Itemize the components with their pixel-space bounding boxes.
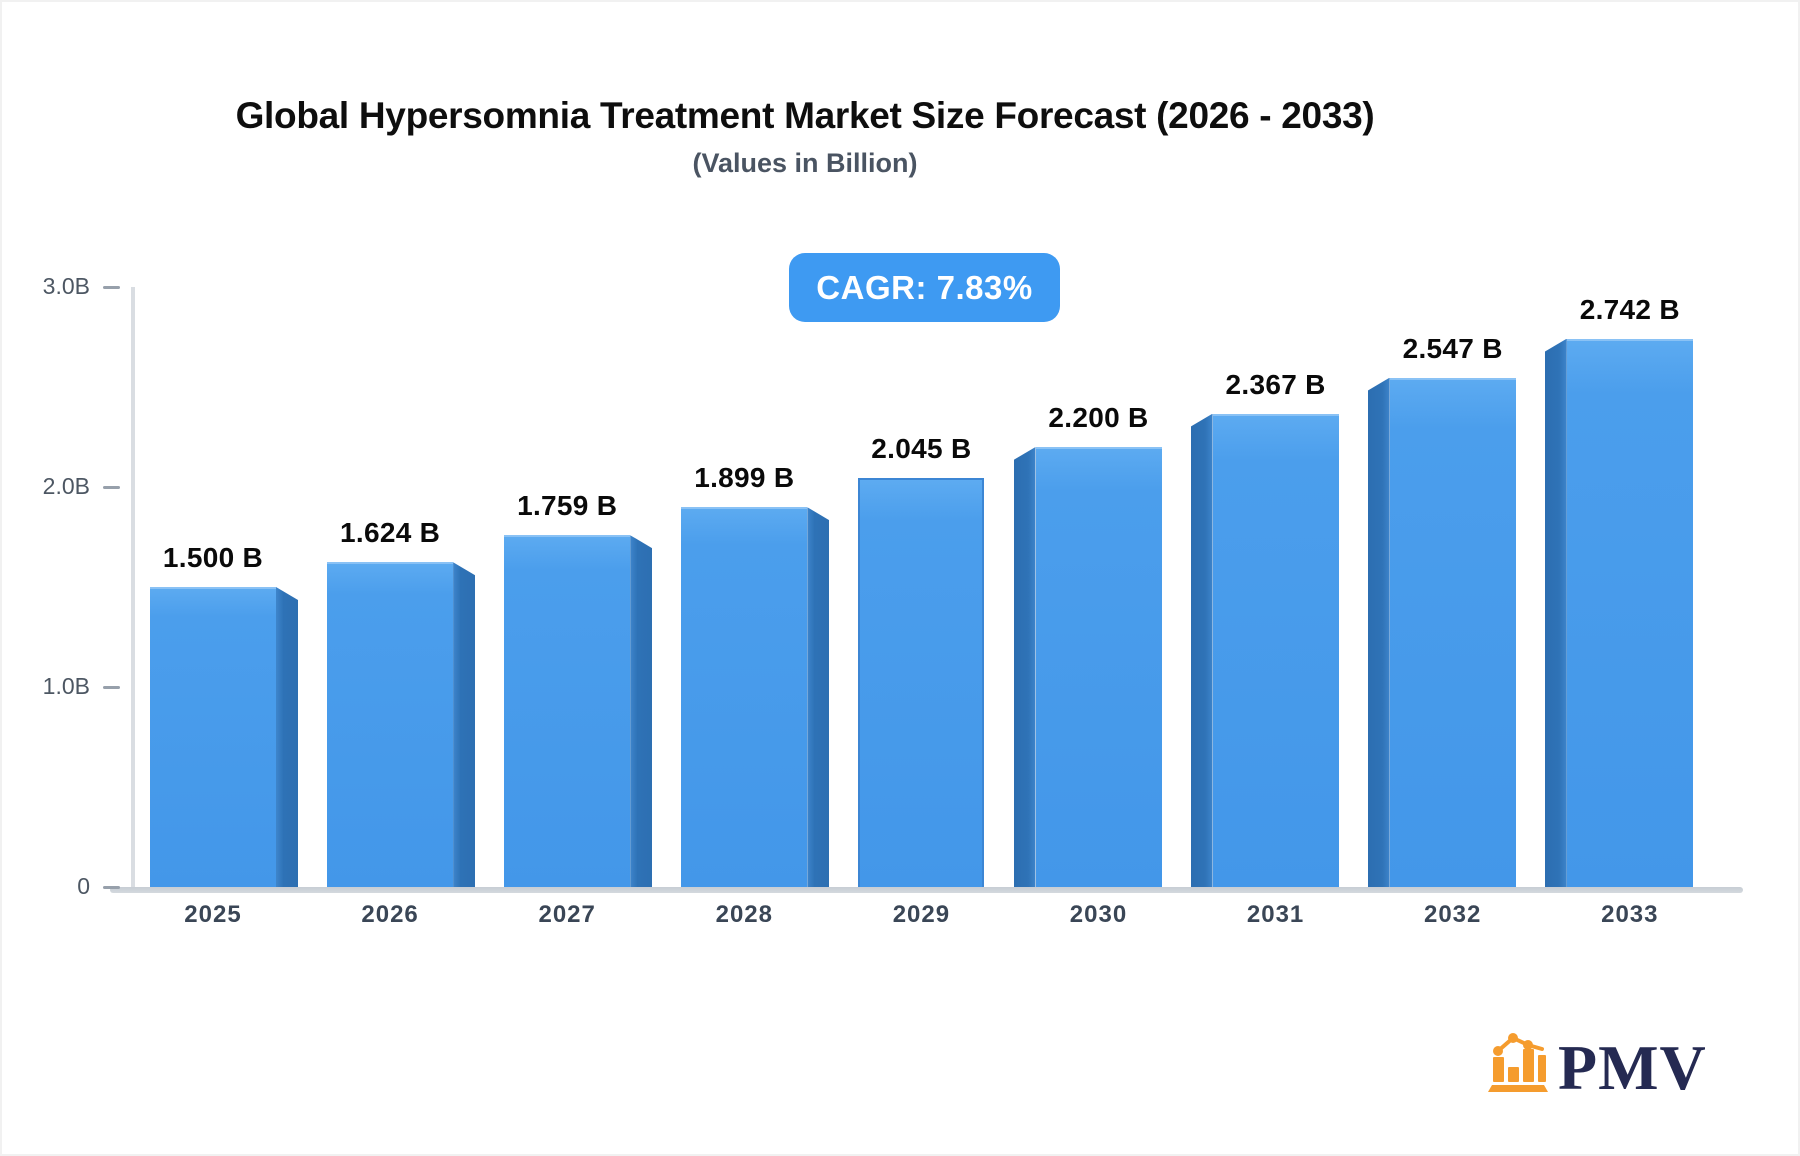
bar-year-label: 2029 [892, 901, 951, 928]
bar-2027 [504, 535, 631, 887]
bar-value-label: 2.742 B [1579, 293, 1680, 325]
bar-2026 [327, 562, 454, 887]
bar-3d-side [1190, 413, 1213, 887]
bar-2028 [681, 507, 808, 887]
y-tick-dash [103, 286, 120, 289]
bar-year-label: 2027 [538, 901, 596, 928]
y-tick-dash [103, 886, 120, 889]
y-tick-label: 2.0B [42, 473, 90, 499]
bar-value-label: 1.899 B [694, 462, 795, 494]
bar-value-label: 1.500 B [162, 542, 264, 573]
cagr-badge-label: CAGR: 7.83% [816, 268, 1033, 306]
bar-3d-side [1013, 447, 1036, 887]
bar-year-label: 2030 [1069, 901, 1128, 928]
bar-3d-side [1544, 338, 1567, 887]
bar-value-label: 1.624 B [340, 517, 441, 549]
bar-2032 [1389, 377, 1516, 887]
bar-year-label: 2032 [1423, 901, 1482, 928]
brand-name: PMV [1558, 1032, 1707, 1104]
bar-2031 [1212, 413, 1339, 887]
y-tick-label: 1.0B [42, 673, 90, 699]
bar-year-label: 2026 [361, 901, 419, 928]
y-tick-label: 3.0B [42, 273, 90, 299]
bar-3d-side [807, 507, 830, 887]
x-axis-line [110, 887, 1743, 893]
bar-value-label: 2.367 B [1225, 368, 1326, 400]
bar-3d-side [630, 535, 653, 887]
bar-value-label: 2.547 B [1402, 332, 1503, 364]
chart-subtitle: (Values in Billion) [692, 148, 918, 178]
bar-3d-side [453, 562, 476, 887]
y-tick-label: 0 [77, 873, 90, 899]
bar-chart-logo-icon [1484, 1030, 1552, 1099]
brand-logo: PMV [1484, 1030, 1707, 1104]
bar-value-label: 1.759 B [517, 490, 618, 522]
y-tick-dash [103, 686, 120, 689]
bar-year-label: 2025 [184, 901, 242, 928]
bar-value-label: 2.200 B [1048, 402, 1149, 433]
bar-year-label: 2033 [1601, 901, 1659, 928]
y-axis-line [131, 287, 135, 893]
bar-2025 [150, 587, 276, 887]
bar-2030 [1035, 447, 1162, 887]
bar-3d-side [276, 587, 298, 887]
bar-value-label: 2.045 B [871, 433, 972, 464]
bar-2029 [858, 478, 985, 887]
bar-2033 [1566, 338, 1693, 887]
y-tick-dash [103, 486, 120, 489]
chart-title: Global Hypersomnia Treatment Market Size… [235, 95, 1375, 136]
bar-year-label: 2028 [715, 901, 773, 928]
bar-3d-side [1367, 377, 1390, 887]
bar-year-label: 2031 [1246, 901, 1305, 928]
cagr-badge: CAGR: 7.83% [789, 253, 1060, 322]
